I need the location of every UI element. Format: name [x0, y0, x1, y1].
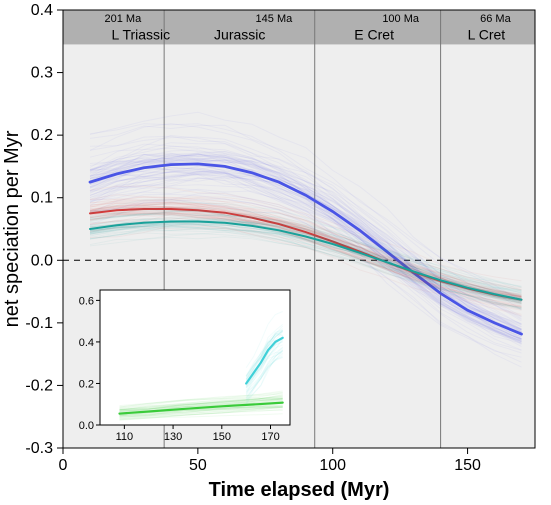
- inset-ytick: 0.6: [79, 295, 94, 307]
- ytick-label: 0.2: [31, 127, 53, 144]
- inset-xtick: 110: [116, 431, 134, 443]
- period-label: L Triassic: [112, 26, 171, 42]
- period-label: L Cret: [468, 26, 506, 42]
- ytick-label: -0.3: [25, 440, 53, 457]
- speciation-chart: L Triassic201 Ma Jurassic145 Ma E Cret100 …: [0, 0, 551, 505]
- y-axis-label: net speciation per Myr: [1, 130, 23, 327]
- xtick-label: 0: [59, 457, 68, 474]
- inset-ytick: 0.0: [79, 420, 94, 432]
- period-age: 66 Ma: [480, 13, 511, 25]
- inset-ytick: 0.2: [79, 378, 94, 390]
- period-age: 145 Ma: [256, 13, 294, 25]
- inset-xtick: 150: [213, 431, 231, 443]
- inset-xtick: 130: [164, 431, 182, 443]
- ytick-label: -0.1: [25, 315, 53, 332]
- period-age: 201 Ma: [105, 13, 143, 25]
- xtick-label: 50: [189, 457, 207, 474]
- ytick-label: 0.0: [31, 252, 53, 269]
- ytick-label: -0.2: [25, 377, 53, 394]
- x-axis-label: Time elapsed (Myr): [209, 479, 390, 501]
- ytick-label: 0.3: [31, 65, 53, 82]
- xtick-label: 150: [454, 457, 481, 474]
- inset-ytick: 0.4: [79, 337, 94, 349]
- period-label: E Cret: [354, 26, 394, 42]
- period-age: 100 Ma: [382, 13, 420, 25]
- inset-xtick: 170: [261, 431, 279, 443]
- xtick-label: 100: [319, 457, 346, 474]
- period-label: Jurassic: [214, 26, 265, 42]
- ytick-label: 0.1: [31, 190, 53, 207]
- ytick-label: 0.4: [31, 2, 53, 19]
